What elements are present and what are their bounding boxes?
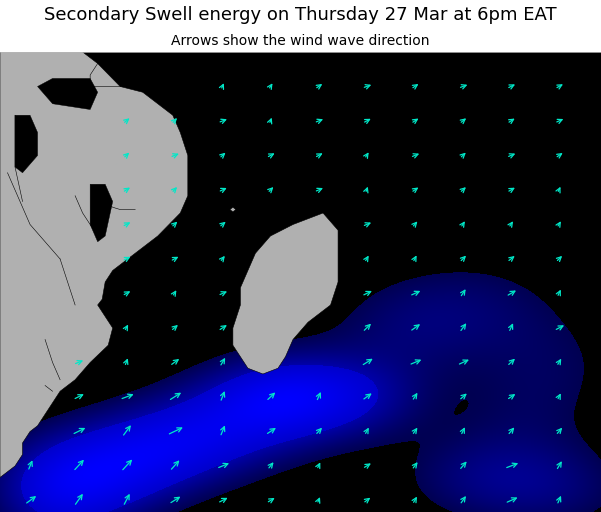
Text: Secondary Swell energy on Thursday 27 Mar at 6pm EAT: Secondary Swell energy on Thursday 27 Ma…: [44, 6, 557, 24]
Polygon shape: [230, 207, 236, 212]
Polygon shape: [15, 115, 37, 173]
Polygon shape: [90, 184, 113, 242]
Polygon shape: [233, 213, 338, 374]
Polygon shape: [0, 52, 188, 478]
Text: Arrows show the wind wave direction: Arrows show the wind wave direction: [171, 34, 430, 48]
Polygon shape: [37, 78, 98, 110]
